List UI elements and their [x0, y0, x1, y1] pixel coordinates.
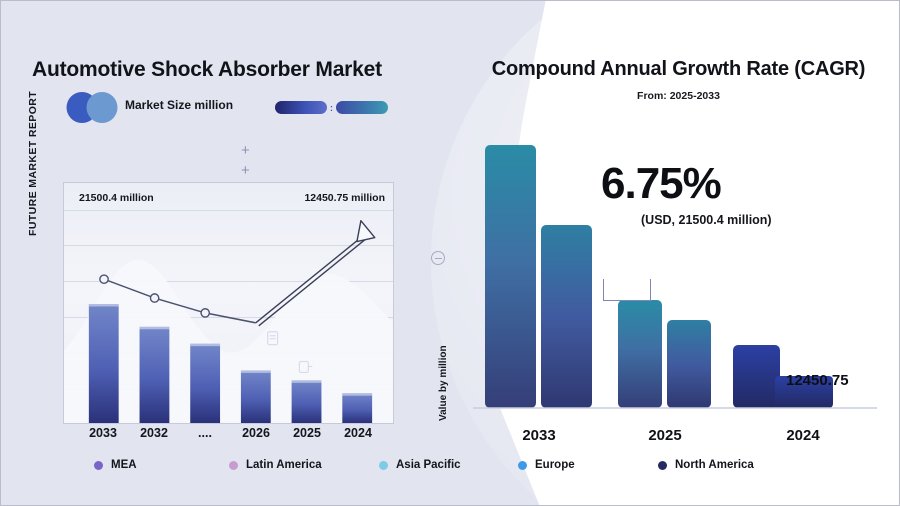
pill-separator: :: [330, 102, 333, 113]
legend-dot-asia-pacific-icon: [379, 460, 388, 470]
market-size-x-axis-labels: 2033 2032 .... 2026 2025 2024: [63, 426, 394, 448]
legend-dot-north-america-icon: [658, 460, 667, 470]
legend-dot-mea-icon: [94, 460, 103, 470]
legend-dot-latin-america-icon: [229, 460, 238, 470]
legend-label-mea: MEA: [111, 459, 137, 471]
market-size-legend-label: Market Size million: [125, 98, 234, 112]
cagr-usd-note: (USD, 21500.4 million): [641, 213, 772, 227]
venn-circles-icon: [63, 92, 125, 123]
left-panel: Automotive Shock Absorber Market Market …: [1, 1, 456, 505]
cagr-value: 6.75%: [601, 159, 722, 208]
right-panel: Compound Annual Growth Rate (CAGR) From:…: [456, 1, 899, 505]
legend-label-asia-pacific: Asia Pacific: [396, 459, 461, 471]
rx-label-2033: 2033: [522, 427, 556, 444]
watermark-icons: [267, 331, 313, 374]
legend-item-europe[interactable]: Europe: [518, 459, 575, 471]
growth-arrow-icon: [255, 219, 376, 327]
legend-label-europe: Europe: [535, 459, 575, 471]
pill-legend-group: :: [275, 101, 388, 114]
market-size-plot-area: 21500.4 million 12450.75 million: [63, 182, 394, 424]
x-label-2024: 2024: [344, 426, 372, 440]
region-legend: MEA Latin America Asia Pacific Europe No…: [1, 459, 899, 483]
rx-label-2024: 2024: [786, 427, 820, 444]
bar-series: [88, 303, 373, 423]
minus-circle-icon: [431, 251, 445, 265]
legend-item-asia-pacific[interactable]: Asia Pacific: [379, 459, 461, 471]
y-axis-title-value-by-million: Value by million: [438, 345, 449, 421]
pill-blue-teal-icon: [336, 101, 388, 114]
data-label-12450-75: 12450.75: [786, 372, 849, 389]
plus-decoration-1: +: [241, 142, 250, 159]
cagr-period-subtitle: From: 2025-2033: [637, 90, 720, 102]
page-title: Automotive Shock Absorber Market: [32, 58, 382, 81]
cagr-plot-area: [473, 131, 893, 426]
caption-right-value: 12450.75 million: [304, 192, 385, 204]
x-label-2032: 2032: [140, 426, 168, 440]
plus-decoration-2: +: [241, 162, 250, 179]
caption-left-value: 21500.4 million: [79, 192, 154, 204]
x-label-2025: 2025: [293, 426, 321, 440]
trend-line-and-arrow: [99, 219, 376, 327]
pill-dark-blue-icon: [275, 101, 327, 114]
legend-dot-europe-icon: [518, 460, 527, 470]
rx-label-2025: 2025: [648, 427, 682, 444]
bracket-decoration: [603, 279, 652, 301]
x-label-ellipsis: ....: [198, 426, 212, 440]
legend-label-north-america: North America: [675, 459, 754, 471]
cagr-bar-series: [473, 145, 877, 409]
cagr-x-axis-labels: 2033 2025 2024: [473, 427, 893, 451]
legend-item-latin-america[interactable]: Latin America: [229, 459, 322, 471]
legend-item-north-america[interactable]: North America: [658, 459, 754, 471]
x-label-2026: 2026: [242, 426, 270, 440]
x-label-2033: 2033: [89, 426, 117, 440]
legend-item-mea[interactable]: MEA: [94, 459, 137, 471]
y-axis-title-future-market-report: FUTURE MARKET REPORT: [27, 90, 39, 236]
cagr-title: Compound Annual Growth Rate (CAGR): [491, 58, 866, 80]
legend-label-latin-america: Latin America: [246, 459, 322, 471]
